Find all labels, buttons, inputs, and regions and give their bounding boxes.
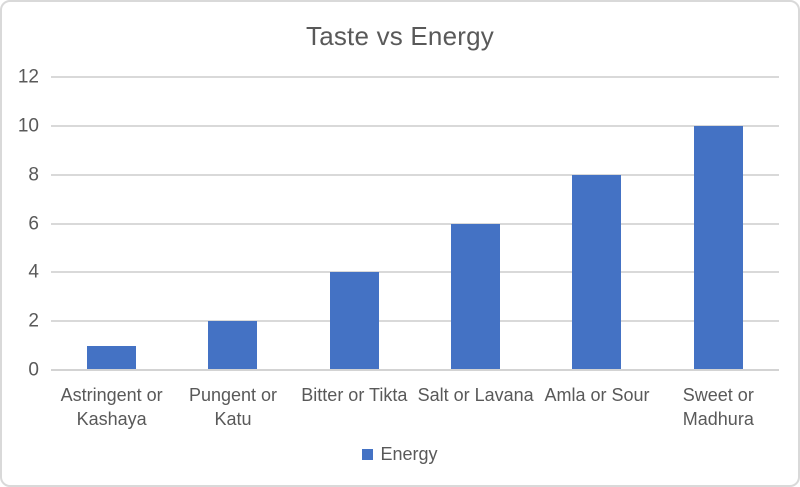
gridline — [51, 271, 779, 274]
y-tick-label: 2 — [28, 310, 39, 332]
x-tick-label: Pungent or Katu — [188, 385, 278, 429]
y-tick-label: 12 — [17, 66, 39, 88]
y-tick-label: 0 — [28, 359, 39, 381]
gridline — [51, 124, 779, 127]
gridline — [51, 222, 779, 225]
bar-sweet-or-madhura — [693, 125, 743, 370]
bar-series-energy — [51, 77, 779, 370]
legend-label: Energy — [380, 444, 438, 464]
x-axis-category-labels: Astringent or Kashaya Pungent or Katu Bitter… — [51, 383, 779, 431]
bar-bitter-or-tikta — [329, 272, 379, 370]
bar-pungent-or-katu — [208, 321, 258, 370]
bar-slot — [658, 77, 779, 370]
y-tick-label: 4 — [28, 261, 39, 283]
bar-slot — [294, 77, 415, 370]
x-axis-line — [51, 369, 779, 371]
chart-title: Taste vs Energy — [306, 21, 494, 51]
gridline — [51, 76, 779, 78]
x-tick-label: Sweet or Madhura — [682, 385, 754, 429]
x-tick-label: Salt or Lavana — [417, 385, 534, 405]
x-tick-label: Amla or Sour — [544, 385, 650, 405]
plot-area — [51, 76, 779, 371]
gridline — [51, 320, 779, 323]
bar-slot — [51, 77, 172, 370]
x-tick-label: Astringent or Kashaya — [60, 385, 163, 429]
gridline — [51, 173, 779, 176]
bar-salt-or-lavana — [451, 223, 501, 370]
legend: Energy — [2, 445, 798, 463]
x-tick-label: Bitter or Tikta — [301, 385, 408, 405]
y-axis-tick-labels: 0 2 4 6 8 10 12 — [2, 68, 42, 380]
bar-amla-or-sour — [572, 174, 622, 370]
y-tick-label: 6 — [28, 213, 39, 234]
bar-slot — [536, 77, 657, 370]
bar-slot — [415, 77, 536, 370]
y-tick-label: 8 — [28, 164, 39, 186]
legend-marker-icon — [362, 448, 374, 460]
y-tick-label: 10 — [17, 115, 39, 137]
bar-slot — [172, 77, 293, 370]
bar-astringent-or-kashaya — [87, 345, 137, 370]
